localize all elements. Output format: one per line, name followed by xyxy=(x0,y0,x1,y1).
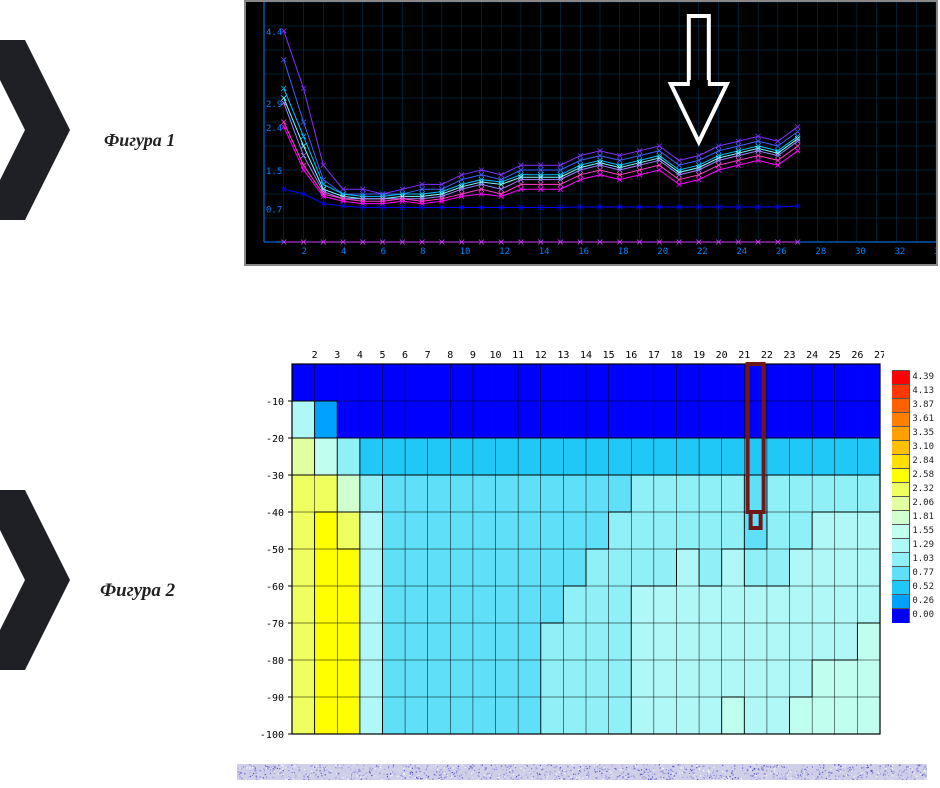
svg-text:14: 14 xyxy=(580,350,592,361)
chevron-decoration-1 xyxy=(0,40,80,220)
svg-text:8: 8 xyxy=(447,350,453,361)
decorative-strip xyxy=(237,764,927,780)
svg-text:26: 26 xyxy=(851,350,863,361)
svg-text:-60: -60 xyxy=(266,582,284,593)
svg-text:6: 6 xyxy=(402,350,408,361)
svg-text:10: 10 xyxy=(460,247,471,257)
svg-text:14: 14 xyxy=(539,247,550,257)
heatmap-legend: 4.394.133.873.613.353.102.842.582.322.06… xyxy=(892,370,934,622)
svg-text:2.4: 2.4 xyxy=(266,124,282,134)
svg-text:34: 34 xyxy=(934,247,936,257)
svg-text:25: 25 xyxy=(829,350,841,361)
svg-text:24: 24 xyxy=(736,247,747,257)
svg-text:18: 18 xyxy=(618,247,629,257)
svg-text:13: 13 xyxy=(557,350,569,361)
svg-text:12: 12 xyxy=(535,350,547,361)
svg-text:23: 23 xyxy=(784,350,796,361)
svg-text:0.7: 0.7 xyxy=(266,205,282,215)
svg-text:1.5: 1.5 xyxy=(266,167,282,177)
svg-text:21: 21 xyxy=(738,350,750,361)
figure-2-label: Фигура 2 xyxy=(100,580,175,602)
svg-text:-10: -10 xyxy=(266,397,284,408)
svg-text:18: 18 xyxy=(670,350,682,361)
svg-text:2.9: 2.9 xyxy=(266,100,282,110)
svg-text:2: 2 xyxy=(312,350,318,361)
chevron-decoration-2 xyxy=(0,490,80,670)
svg-text:10: 10 xyxy=(490,350,502,361)
svg-text:26: 26 xyxy=(776,247,787,257)
svg-text:-100: -100 xyxy=(260,730,284,740)
svg-text:17: 17 xyxy=(648,350,660,361)
svg-text:20: 20 xyxy=(716,350,728,361)
contour-heatmap-chart: 2345678910111213141516171819202122232425… xyxy=(244,340,884,740)
svg-text:22: 22 xyxy=(697,247,708,257)
svg-text:5: 5 xyxy=(379,350,385,361)
svg-text:27: 27 xyxy=(874,350,884,361)
svg-text:6: 6 xyxy=(381,247,386,257)
svg-text:4.4: 4.4 xyxy=(266,28,282,38)
svg-text:3: 3 xyxy=(334,350,340,361)
svg-text:-50: -50 xyxy=(266,545,284,556)
svg-text:-70: -70 xyxy=(266,619,284,630)
svg-text:32: 32 xyxy=(894,247,905,257)
figure-1-label: Фигура 1 xyxy=(104,130,175,151)
svg-text:4: 4 xyxy=(341,247,346,257)
svg-text:24: 24 xyxy=(806,350,818,361)
svg-text:28: 28 xyxy=(815,247,826,257)
svg-text:30: 30 xyxy=(855,247,866,257)
svg-text:-90: -90 xyxy=(266,693,284,704)
svg-text:-40: -40 xyxy=(266,508,284,519)
svg-text:11: 11 xyxy=(512,350,524,361)
svg-text:4: 4 xyxy=(357,350,363,361)
svg-text:22: 22 xyxy=(761,350,773,361)
svg-text:20: 20 xyxy=(657,247,668,257)
svg-text:19: 19 xyxy=(693,350,705,361)
svg-text:-20: -20 xyxy=(266,434,284,445)
svg-text:16: 16 xyxy=(578,247,589,257)
svg-text:16: 16 xyxy=(625,350,637,361)
line-chart: 0.71.52.42.94.42468101214161820222426283… xyxy=(244,0,938,266)
svg-text:12: 12 xyxy=(499,247,510,257)
svg-text:7: 7 xyxy=(425,350,431,361)
svg-text:-30: -30 xyxy=(266,471,284,482)
svg-text:-80: -80 xyxy=(266,656,284,667)
svg-text:8: 8 xyxy=(420,247,425,257)
svg-text:2: 2 xyxy=(302,247,307,257)
svg-text:9: 9 xyxy=(470,350,476,361)
svg-text:15: 15 xyxy=(603,350,615,361)
